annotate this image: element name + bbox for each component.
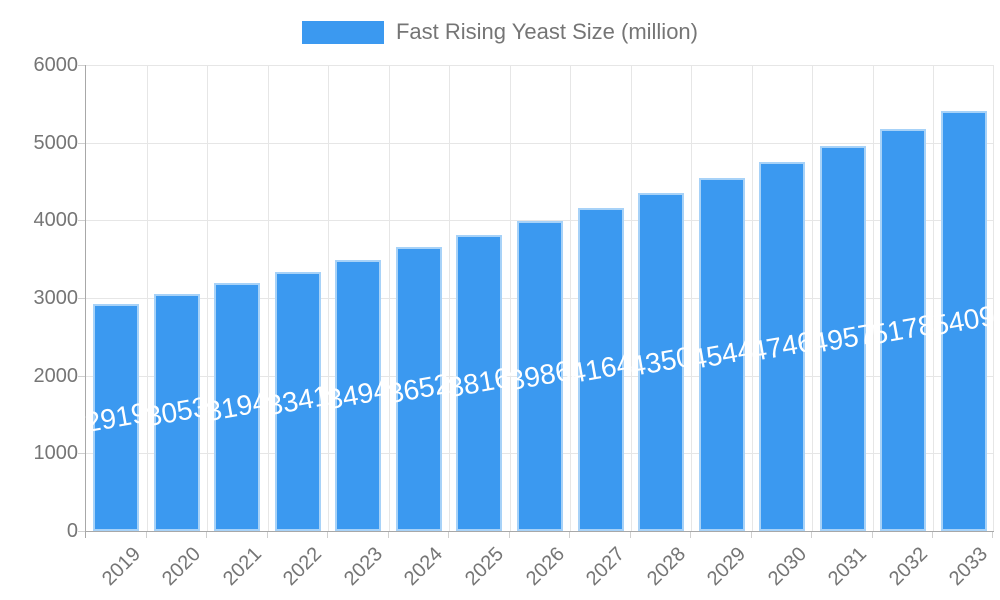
x-tick-mark [327, 532, 329, 538]
y-tick-label: 6000 [33, 54, 79, 76]
bar-2020[interactable] [153, 293, 200, 531]
y-gridline [86, 65, 994, 66]
y-gridline [86, 220, 994, 222]
x-gridline [267, 65, 269, 531]
x-tick-mark [811, 532, 813, 538]
x-gridline [691, 65, 693, 531]
bar-2024[interactable] [395, 247, 442, 531]
y-tick-mark [78, 531, 85, 532]
x-gridline [449, 65, 451, 531]
x-tick-label: 2025 [461, 543, 509, 591]
x-tick-mark [266, 532, 268, 538]
y-tick-mark [78, 65, 85, 66]
x-gridline [388, 65, 390, 531]
x-tick-label: 2024 [400, 543, 448, 591]
bar-2026[interactable] [517, 221, 563, 531]
y-tick-mark [78, 453, 85, 455]
y-tick-mark [78, 375, 85, 377]
x-tick-mark [871, 532, 873, 538]
y-gridline [86, 142, 994, 144]
legend[interactable]: Fast Rising Yeast Size (million) [0, 18, 1000, 46]
x-gridline [933, 65, 935, 531]
y-tick-label: 3000 [33, 287, 79, 309]
y-tick-label: 5000 [33, 131, 79, 154]
bar-2025[interactable] [456, 234, 503, 531]
y-tick-label: 4000 [33, 209, 79, 232]
x-tick-mark [690, 532, 692, 538]
x-tick-mark [629, 532, 631, 538]
x-gridline [570, 65, 572, 531]
x-tick-mark [145, 532, 147, 538]
x-tick-label: 2026 [521, 543, 569, 591]
x-tick-mark [85, 532, 86, 538]
x-tick-label: 2028 [642, 543, 690, 591]
bar-2029[interactable] [698, 178, 745, 531]
y-tick-label: 0 [66, 520, 78, 542]
x-gridline [993, 65, 994, 531]
x-gridline [146, 65, 148, 531]
x-gridline [328, 65, 330, 531]
y-tick-label: 1000 [33, 442, 79, 465]
x-tick-mark [992, 532, 993, 538]
bar-2019[interactable] [93, 304, 140, 531]
x-gridline [630, 65, 632, 531]
x-gridline [509, 65, 511, 531]
x-tick-label: 2019 [97, 543, 145, 591]
x-tick-label: 2032 [884, 543, 932, 591]
x-tick-mark [932, 532, 934, 538]
y-tick-mark [78, 142, 85, 144]
legend-swatch [301, 20, 384, 44]
x-tick-label: 2023 [339, 543, 387, 591]
x-tick-label: 2031 [824, 543, 872, 591]
x-tick-label: 2020 [158, 543, 206, 591]
bar-2021[interactable] [214, 282, 261, 531]
x-gridline [872, 65, 874, 531]
y-tick-mark [78, 298, 85, 299]
x-tick-label: 2030 [763, 543, 811, 591]
x-tick-label: 2021 [218, 543, 266, 591]
x-tick-label: 2033 [945, 543, 993, 591]
x-tick-mark [387, 532, 389, 538]
legend-label: Fast Rising Yeast Size (million) [395, 19, 698, 44]
bar-2033[interactable] [940, 110, 987, 531]
x-gridline [812, 65, 814, 531]
x-tick-mark [750, 532, 752, 538]
plot-area: 2919 3053 3194 3341 3494 3652 3816 3986 4164 4350… [83, 65, 997, 532]
x-tick-mark [569, 532, 571, 538]
bar-2032[interactable] [880, 128, 927, 531]
bar-2031[interactable] [819, 146, 866, 531]
bar-2022[interactable] [274, 271, 321, 531]
bar-2027[interactable] [577, 207, 624, 531]
x-tick-mark [508, 532, 510, 538]
x-tick-mark [206, 532, 208, 538]
x-gridline [207, 65, 209, 531]
y-tick-label: 2000 [33, 364, 79, 387]
x-gridline [751, 65, 753, 531]
bar-2023[interactable] [335, 259, 382, 531]
x-tick-mark [448, 532, 450, 538]
x-tick-label: 2022 [279, 543, 327, 591]
bar-2028[interactable] [638, 193, 685, 531]
x-tick-label: 2027 [582, 543, 630, 591]
x-tick-label: 2029 [703, 543, 751, 591]
bar-2030[interactable] [759, 162, 806, 531]
y-tick-mark [78, 220, 85, 222]
